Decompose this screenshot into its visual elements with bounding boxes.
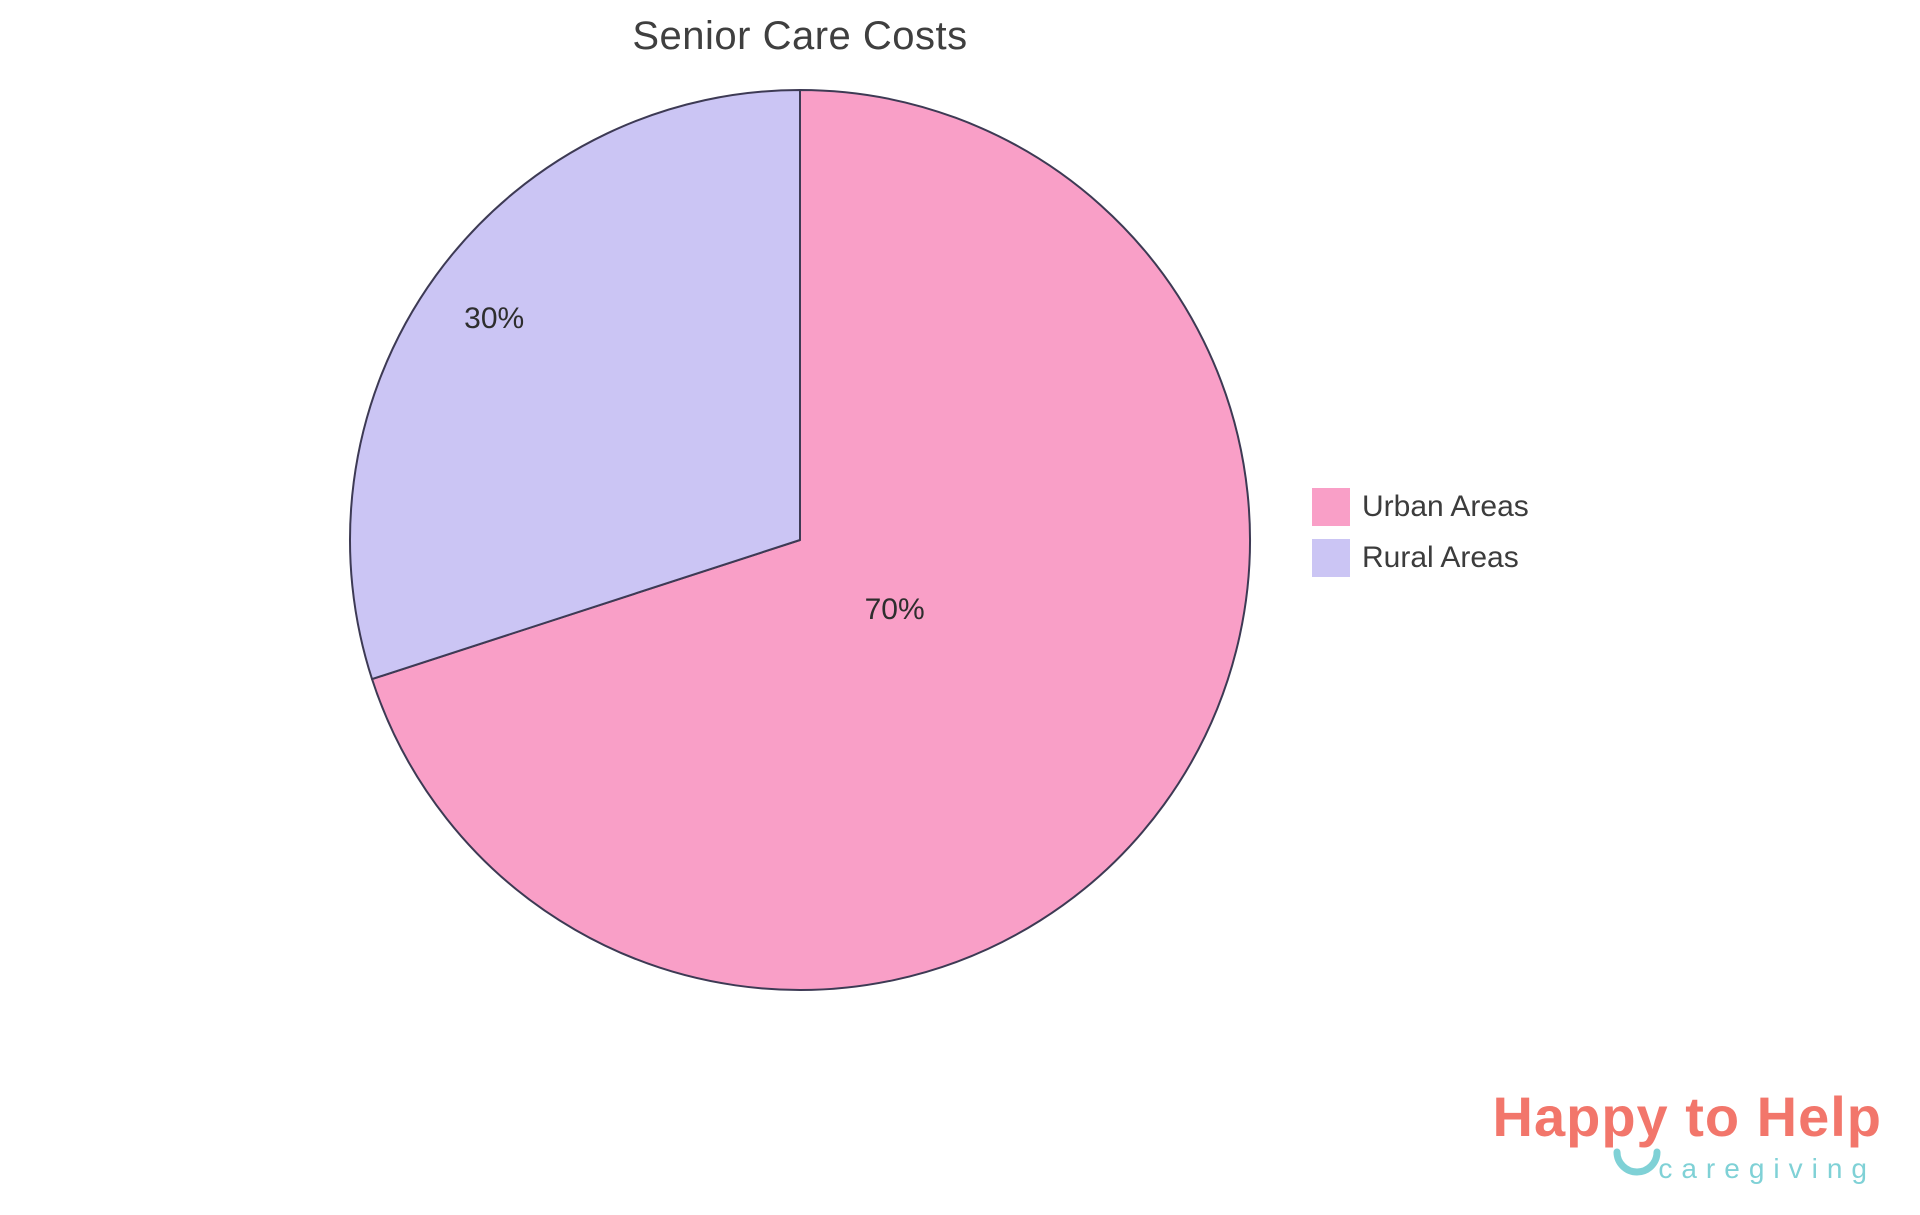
logo-wordmark: Happy to Help [1492,1085,1882,1148]
logo-tagline: caregiving [1658,1152,1876,1184]
chart-title: Senior Care Costs [632,14,968,58]
legend-swatch-urban-areas [1312,488,1350,526]
pie-slice-urban-areas[interactable] [371,89,1252,991]
pie-slice-percent-label-rural-areas: 30% [464,302,524,335]
legend-label: Urban Areas [1362,490,1529,523]
pie-slice-rural-areas[interactable] [349,89,801,681]
legend-item-urban-areas[interactable]: Urban Areas [1312,488,1529,526]
brand-logo: Happy to Help caregiving [1492,1085,1882,1185]
legend-swatch-rural-areas [1312,539,1350,577]
pie-slice-percent-label-urban-areas: 70% [865,593,925,626]
legend-item-rural-areas[interactable]: Rural Areas [1312,539,1529,577]
legend: Urban Areas Rural Areas [1312,488,1529,577]
legend-label: Rural Areas [1362,541,1519,574]
smile-icon [1613,1148,1661,1176]
